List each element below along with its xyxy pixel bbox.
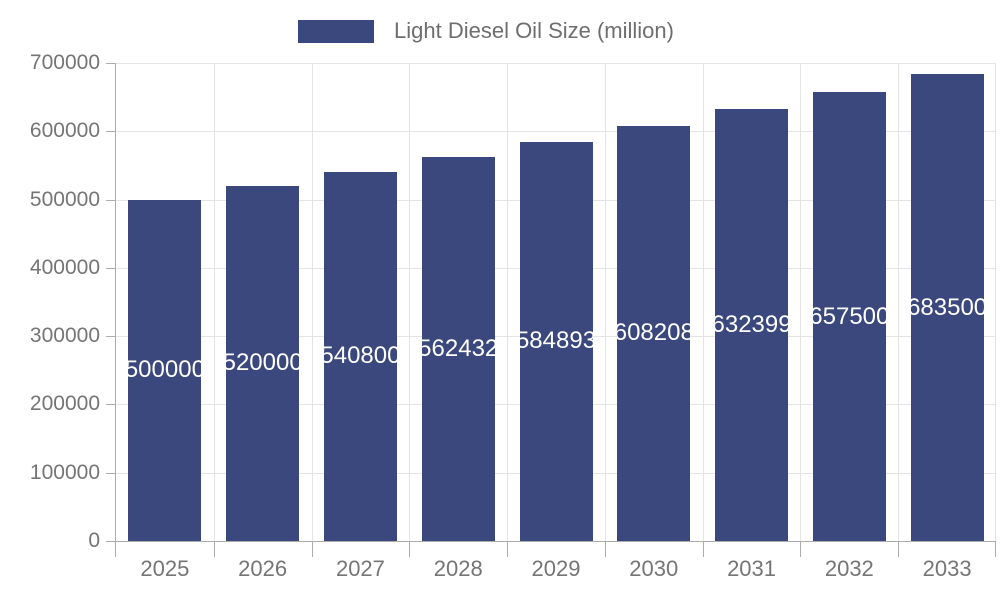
bar-value-label: 584893: [519, 327, 593, 355]
y-axis-tick: [106, 404, 115, 406]
x-axis-tick-label: 2030: [629, 556, 679, 581]
y-axis-tick: [106, 131, 115, 133]
bar-value-label: 683500: [910, 293, 984, 321]
y-axis-tick-label: 500000: [29, 187, 100, 211]
y-axis-tick: [106, 541, 115, 542]
x-gridline: [702, 63, 704, 541]
x-gridline: [604, 63, 606, 541]
y-axis-tick-label: 700000: [29, 51, 100, 74]
plot-area: 500000 520000 540800 562432 584893 608208 6323…: [30, 51, 996, 581]
y-axis-tick-label: 300000: [29, 324, 100, 348]
x-axis-tick-label: 2029: [531, 556, 581, 581]
bar-value-label: 608208: [617, 319, 691, 347]
x-gridline: [311, 63, 313, 541]
y-axis-tick: [106, 472, 115, 474]
bar-value-label: 540800: [323, 342, 397, 370]
x-gridline: [409, 63, 411, 541]
x-axis-tick-label: 2032: [824, 556, 874, 581]
x-gridline: [507, 63, 509, 541]
bar-value-label: 562432: [421, 334, 495, 362]
y-axis-tick: [106, 199, 115, 201]
x-gridline: [800, 63, 802, 541]
legend-label: Light Diesel Oil Size (million): [394, 18, 674, 43]
bar-value-label: 500000: [128, 356, 202, 384]
x-axis-tick: [702, 542, 704, 557]
x-axis-tick: [115, 542, 116, 557]
bar-2032: 657500: [812, 92, 886, 541]
bar-2031: 632399: [715, 109, 789, 541]
bar-2027: 540800: [323, 171, 397, 541]
x-axis-tick-label: 2025: [140, 556, 190, 581]
x-axis-tick-label: 2033: [922, 556, 972, 581]
y-axis-tick: [106, 267, 115, 269]
x-axis-tick-label: 2027: [335, 556, 385, 581]
bar-value-label: 657500: [812, 302, 886, 330]
x-gridline: [213, 63, 215, 541]
x-axis-tick: [311, 542, 313, 557]
x-axis-tick: [800, 542, 802, 557]
y-gridline: [116, 131, 996, 133]
y-axis-tick-label: 600000: [29, 119, 100, 143]
bar-2026: 520000: [226, 185, 300, 541]
y-axis-tick-label: 400000: [29, 255, 100, 279]
y-gridline: [116, 63, 996, 64]
legend-swatch-icon: [298, 19, 374, 43]
bar-value-label: 520000: [226, 349, 300, 377]
y-axis-tick-label: 200000: [29, 392, 100, 416]
x-axis-tick: [507, 542, 509, 557]
x-axis-tick: [213, 542, 215, 557]
y-axis-tick-label: 0: [88, 529, 100, 552]
y-axis-tick-label: 100000: [29, 460, 100, 484]
x-axis-tick: [604, 542, 606, 557]
x-gridline: [995, 63, 996, 541]
bar-2025: 500000: [128, 199, 202, 541]
bar-2030: 608208: [617, 125, 691, 541]
x-axis-tick: [995, 542, 996, 557]
legend: Light Diesel Oil Size (million): [298, 18, 674, 44]
legend-item-light-diesel-oil[interactable]: Light Diesel Oil Size (million): [298, 18, 674, 44]
y-axis-tick: [106, 336, 115, 338]
y-axis-tick: [106, 63, 115, 64]
x-axis-tick: [898, 542, 900, 557]
x-axis-tick-label: 2031: [727, 556, 777, 581]
x-axis-tick: [409, 542, 411, 557]
bar-value-label: 632399: [715, 311, 789, 339]
bar-2033: 683500: [910, 74, 984, 541]
x-gridline: [898, 63, 900, 541]
bar-2028: 562432: [421, 156, 495, 541]
x-axis-tick-label: 2028: [433, 556, 483, 581]
bar-2029: 584893: [519, 141, 593, 541]
x-axis-tick-label: 2026: [238, 556, 288, 581]
